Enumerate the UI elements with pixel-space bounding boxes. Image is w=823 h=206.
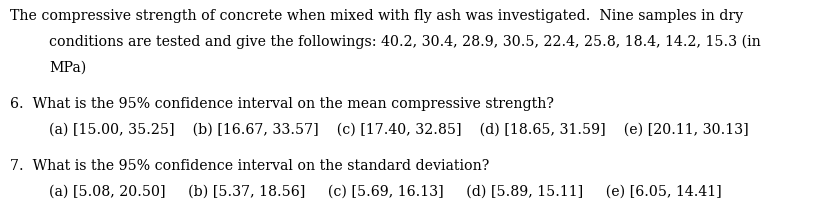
Text: (a) [15.00, 35.25]    (b) [16.67, 33.57]    (c) [17.40, 32.85]    (d) [18.65, 31: (a) [15.00, 35.25] (b) [16.67, 33.57] (c… xyxy=(49,123,749,137)
Text: conditions are tested and give the followings: 40.2, 30.4, 28.9, 30.5, 22.4, 25.: conditions are tested and give the follo… xyxy=(49,35,761,49)
Text: 7.  What is the 95% confidence interval on the standard deviation?: 7. What is the 95% confidence interval o… xyxy=(10,159,489,173)
Text: 6.  What is the 95% confidence interval on the mean compressive strength?: 6. What is the 95% confidence interval o… xyxy=(10,97,554,111)
Text: MPa): MPa) xyxy=(49,61,86,75)
Text: The compressive strength of concrete when mixed with fly ash was investigated.  : The compressive strength of concrete whe… xyxy=(10,9,743,23)
Text: (a) [5.08, 20.50]     (b) [5.37, 18.56]     (c) [5.69, 16.13]     (d) [5.89, 15.: (a) [5.08, 20.50] (b) [5.37, 18.56] (c) … xyxy=(49,184,722,198)
